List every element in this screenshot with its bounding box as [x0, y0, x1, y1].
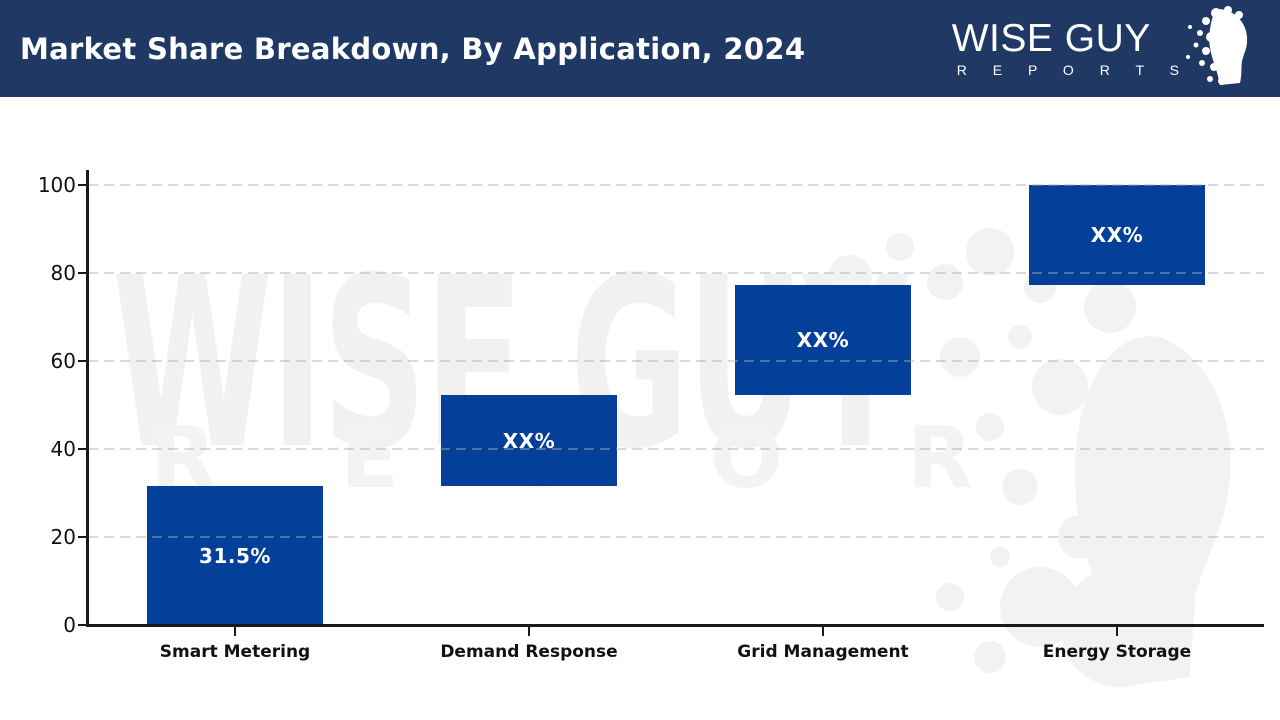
category-label-grid-management: Grid Management	[737, 642, 909, 662]
bar-grid-management: XX%	[735, 284, 911, 395]
x-axis-line	[86, 624, 1264, 627]
gridline-20	[88, 536, 1264, 538]
bar-smart-metering: 31.5%	[147, 486, 323, 625]
wise-guy-reports-logo: WISE GUY R E P O R T S	[952, 5, 1254, 93]
x-tick-mark	[528, 627, 530, 636]
bar-demand-response: XX%	[441, 394, 617, 487]
bar-value-label: XX%	[796, 327, 850, 352]
x-tick-mark	[822, 627, 824, 636]
y-tick-label: 80	[50, 261, 76, 285]
y-tick-label: 60	[50, 349, 76, 373]
category-label-smart-metering: Smart Metering	[159, 642, 311, 662]
y-axis-line	[86, 170, 89, 627]
y-tick-mark	[78, 184, 86, 186]
bar-value-label: 31.5%	[199, 543, 271, 568]
gridline-80	[88, 272, 1264, 274]
gridline-100	[88, 184, 1264, 186]
logo-wordmark: WISE GUY	[951, 17, 1151, 60]
y-tick-mark	[78, 360, 86, 362]
y-tick-mark	[78, 272, 86, 274]
header-bar: Market Share Breakdown, By Application, …	[0, 0, 1280, 97]
bar-energy-storage: XX%	[1029, 185, 1205, 285]
gridline-40	[88, 448, 1264, 450]
page-title: Market Share Breakdown, By Application, …	[20, 31, 806, 66]
dotted-head-icon	[1176, 5, 1254, 93]
y-tick-label: 100	[37, 173, 76, 197]
logo-text: WISE GUY R E P O R T S	[952, 19, 1190, 78]
x-tick-mark	[1116, 627, 1118, 636]
y-tick-mark	[78, 536, 86, 538]
bar-value-label: XX%	[1090, 222, 1144, 247]
x-tick-mark	[234, 627, 236, 636]
y-tick-label: 40	[50, 437, 76, 461]
y-tick-label: 0	[63, 613, 76, 637]
category-label-demand-response: Demand Response	[440, 642, 618, 662]
y-tick-mark	[78, 448, 86, 450]
logo-subtitle: R E P O R T S	[956, 62, 1190, 78]
y-tick-mark	[78, 624, 86, 626]
bar-value-label: XX%	[502, 428, 556, 453]
y-tick-label: 20	[50, 525, 76, 549]
chart-canvas: WISE GUY R E P O R T S 0 20 40 60 80 100 31.5%…	[0, 97, 1280, 720]
watermark-dotted-head	[800, 228, 1231, 687]
gridline-60	[88, 360, 1264, 362]
category-label-energy-storage: Energy Storage	[1042, 642, 1192, 662]
